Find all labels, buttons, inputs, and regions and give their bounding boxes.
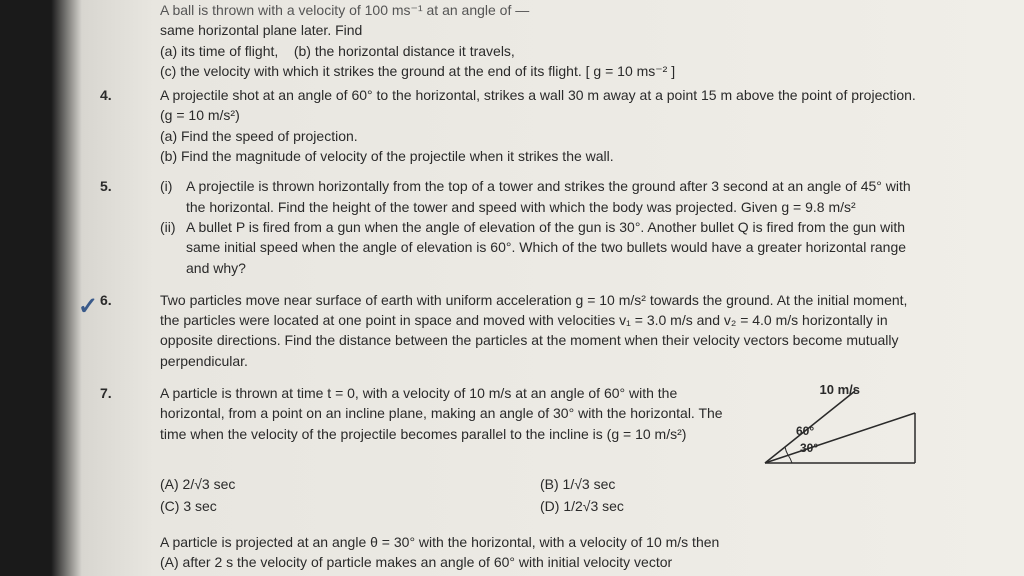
q4-b: (b) Find the magnitude of velocity of th… (90, 146, 920, 166)
q5-i-label: (i) (160, 176, 186, 217)
q7-text: A particle is thrown at time t = 0, with… (160, 383, 740, 473)
q3-b: (b) the horizontal distance it travels, (294, 43, 515, 59)
q5-i: (i) A projectile is thrown horizontally … (90, 176, 920, 217)
q7-options: (A) 2/√3 sec (B) 1/√3 sec (C) 3 sec (D) … (90, 473, 920, 518)
q5-i-text: A projectile is thrown horizontally from… (186, 176, 920, 217)
q5-ii-label: (ii) (160, 217, 186, 278)
angle-30: 30° (800, 440, 818, 457)
checkmark-icon: ✓ (78, 290, 98, 325)
q5: 5. (i) A projectile is thrown horizontal… (90, 176, 920, 277)
q8: A particle is projected at an angle θ = … (90, 532, 920, 573)
q3-line3: (a) its time of flight, (b) the horizont… (90, 41, 920, 61)
q7: 7. A particle is thrown at time t = 0, w… (90, 383, 920, 518)
q7-number: 7. (100, 383, 112, 403)
q6-number: 6. (100, 290, 112, 310)
option-b: (B) 1/√3 sec (540, 473, 920, 495)
option-a: (A) 2/√3 sec (160, 473, 540, 495)
option-d: (D) 1/2√3 sec (540, 495, 920, 517)
option-c: (C) 3 sec (160, 495, 540, 517)
q5-number: 5. (100, 176, 112, 196)
q4-number: 4. (100, 85, 112, 105)
velocity-label: 10 m/s (820, 381, 860, 400)
q6: ✓ 6. Two particles move near surface of … (90, 290, 920, 371)
q3-c: (c) the velocity with which it strikes t… (90, 61, 920, 81)
q3-a: (a) its time of flight, (160, 43, 278, 59)
q3-line1: A ball is thrown with a velocity of 100 … (90, 0, 920, 20)
q8-a: (A) after 2 s the velocity of particle m… (90, 552, 920, 572)
angle-60: 60° (796, 423, 814, 440)
q4-a: (a) Find the speed of projection. (90, 126, 920, 146)
q4: 4. A projectile shot at an angle of 60° … (90, 85, 920, 166)
q8-text: A particle is projected at an angle θ = … (90, 532, 920, 552)
q4-text: A projectile shot at an angle of 60° to … (90, 85, 920, 126)
page-content: A ball is thrown with a velocity of 100 … (80, 0, 950, 576)
q6-text: Two particles move near surface of earth… (90, 290, 920, 371)
q3-line2: same horizontal plane later. Find (90, 20, 920, 40)
q5-ii: (ii) A bullet P is fired from a gun when… (90, 217, 920, 278)
q5-ii-text: A bullet P is fired from a gun when the … (186, 217, 920, 278)
incline-diagram: 10 m/s 60° 30° (760, 383, 920, 473)
